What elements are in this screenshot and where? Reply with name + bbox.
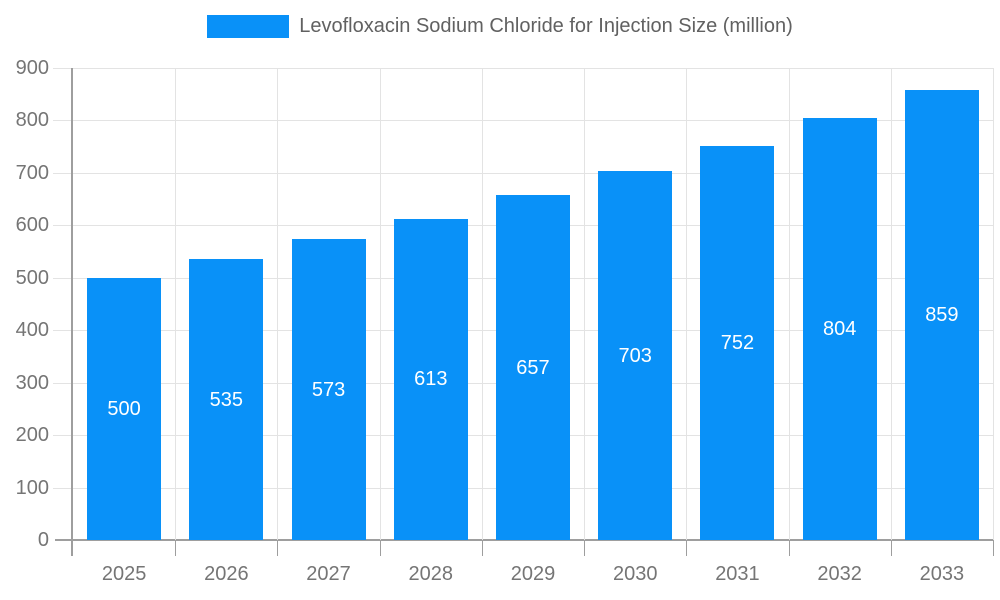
- y-axis-tick: [53, 172, 73, 174]
- x-axis-label: 2030: [612, 563, 658, 585]
- bar-value-label: 657: [516, 356, 550, 379]
- bar-2033[interactable]: [904, 89, 979, 540]
- y-axis-tick: [53, 68, 73, 69]
- y-axis-line: [71, 68, 73, 556]
- x-axis-tick: [890, 540, 892, 556]
- x-gridline: [379, 68, 381, 540]
- y-axis-label: 200: [15, 424, 49, 447]
- y-axis-label: 100: [15, 476, 49, 499]
- x-axis-label: 2029: [510, 563, 556, 585]
- y-axis-tick: [53, 382, 73, 384]
- y-axis-label: 600: [15, 214, 49, 237]
- bar-value-label: 500: [107, 397, 141, 420]
- x-gridline: [277, 68, 279, 540]
- legend-label: Levofloxacin Sodium Chloride for Injecti…: [299, 15, 793, 37]
- bar-2028[interactable]: [393, 218, 468, 540]
- y-gridline: [73, 120, 993, 122]
- bar-value-label: 535: [209, 388, 244, 411]
- x-axis-tick: [686, 540, 688, 556]
- x-axis-label: 2025: [101, 563, 147, 585]
- bar-2031[interactable]: [700, 145, 775, 540]
- y-axis-tick: [53, 120, 73, 122]
- bar-2032[interactable]: [802, 118, 877, 540]
- bar-2027[interactable]: [291, 239, 366, 540]
- x-axis-label: 2028: [408, 563, 454, 585]
- bar-2026[interactable]: [189, 259, 264, 540]
- x-gridline: [890, 68, 892, 540]
- y-axis-tick: [53, 435, 73, 437]
- x-gridline: [686, 68, 688, 540]
- y-axis-label: 400: [15, 319, 49, 342]
- y-gridline: [73, 68, 993, 69]
- x-axis-tick: [379, 540, 381, 556]
- x-axis-tick: [277, 540, 279, 556]
- x-axis-tick: [481, 540, 483, 556]
- y-axis-label: 700: [15, 161, 49, 184]
- x-axis-tick: [993, 540, 994, 556]
- y-axis-label: 500: [15, 266, 49, 289]
- y-axis-label: 300: [15, 371, 49, 394]
- bar-value-label: 804: [822, 318, 857, 341]
- legend-swatch: [207, 15, 290, 38]
- bar-value-label: 613: [414, 368, 448, 391]
- x-axis-label: 2033: [919, 563, 965, 585]
- bar-2030[interactable]: [598, 171, 673, 540]
- y-axis-tick: [53, 330, 73, 332]
- legend[interactable]: Levofloxacin Sodium Chloride for Injecti…: [0, 15, 1000, 38]
- y-gridline: [73, 172, 993, 174]
- x-axis-tick: [175, 540, 177, 556]
- y-axis-tick: [53, 225, 73, 227]
- x-axis-label: 2026: [204, 563, 249, 585]
- y-axis-label: 800: [15, 109, 49, 132]
- x-gridline: [788, 68, 790, 540]
- y-axis-label: 900: [15, 57, 49, 79]
- bar-value-label: 859: [925, 303, 959, 326]
- bar-value-label: 703: [618, 344, 652, 367]
- x-gridline: [584, 68, 586, 540]
- x-gridline: [175, 68, 177, 540]
- x-axis-line: [55, 539, 993, 541]
- x-gridline: [481, 68, 483, 540]
- bar-value-label: 573: [311, 378, 346, 401]
- x-axis-label: 2032: [817, 563, 862, 585]
- x-axis-label: 2031: [715, 563, 760, 585]
- y-axis-tick: [53, 277, 73, 279]
- x-axis-tick: [788, 540, 790, 556]
- bar-2029[interactable]: [496, 195, 570, 540]
- y-axis-tick: [53, 487, 73, 489]
- y-axis-label: 0: [37, 529, 49, 551]
- x-axis-tick: [584, 540, 586, 556]
- x-gridline: [993, 68, 994, 540]
- bar-value-label: 752: [720, 331, 755, 354]
- bar-2025[interactable]: [87, 277, 162, 540]
- x-axis-label: 2027: [306, 563, 351, 585]
